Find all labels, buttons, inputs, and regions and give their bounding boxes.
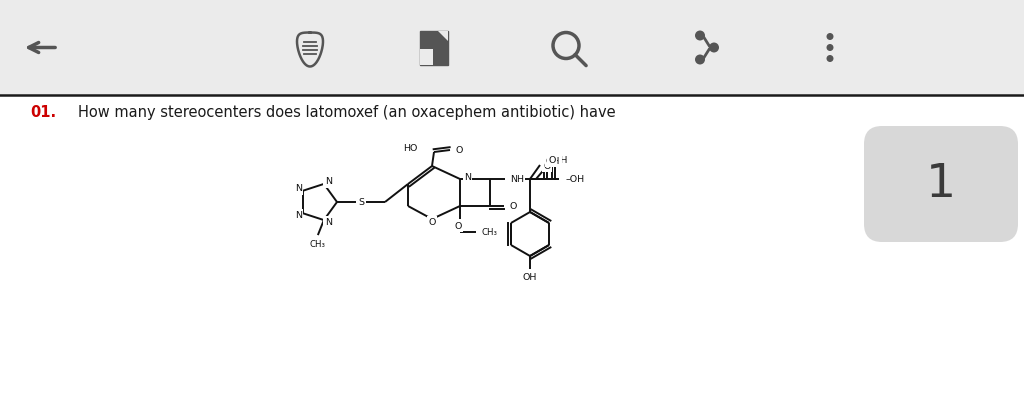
Text: N: N xyxy=(295,184,302,193)
Bar xyxy=(420,48,433,65)
Text: O: O xyxy=(548,156,556,165)
Text: CH₃: CH₃ xyxy=(482,227,498,236)
Circle shape xyxy=(695,30,705,41)
Text: OH: OH xyxy=(523,273,538,281)
Text: –OH: –OH xyxy=(566,175,585,184)
FancyBboxPatch shape xyxy=(864,126,1018,242)
Text: 01.: 01. xyxy=(30,105,56,120)
Text: O: O xyxy=(509,201,516,210)
Circle shape xyxy=(695,54,705,65)
Text: O: O xyxy=(455,221,462,230)
Bar xyxy=(420,30,449,65)
Bar xyxy=(0,95,1024,394)
Text: NH: NH xyxy=(510,175,524,184)
Text: O: O xyxy=(544,162,551,171)
Circle shape xyxy=(826,44,834,51)
Bar xyxy=(0,0,1024,95)
Text: 1: 1 xyxy=(926,162,956,206)
Text: CH₃: CH₃ xyxy=(310,240,326,249)
Circle shape xyxy=(709,43,719,52)
Text: OH: OH xyxy=(553,156,567,165)
Text: O: O xyxy=(428,217,435,227)
Polygon shape xyxy=(438,30,449,41)
Text: N: N xyxy=(295,211,302,220)
Text: N: N xyxy=(325,217,332,227)
Text: –OH: –OH xyxy=(565,173,584,182)
Text: O: O xyxy=(455,145,463,154)
Text: N: N xyxy=(325,177,332,186)
Circle shape xyxy=(826,55,834,62)
Text: HO: HO xyxy=(403,143,418,152)
Text: OH: OH xyxy=(546,156,560,165)
Text: How many stereocenters does latomoxef (an oxacephem antibiotic) have: How many stereocenters does latomoxef (a… xyxy=(78,105,615,120)
Circle shape xyxy=(826,33,834,40)
Text: N: N xyxy=(464,173,471,182)
Text: S: S xyxy=(358,197,364,206)
